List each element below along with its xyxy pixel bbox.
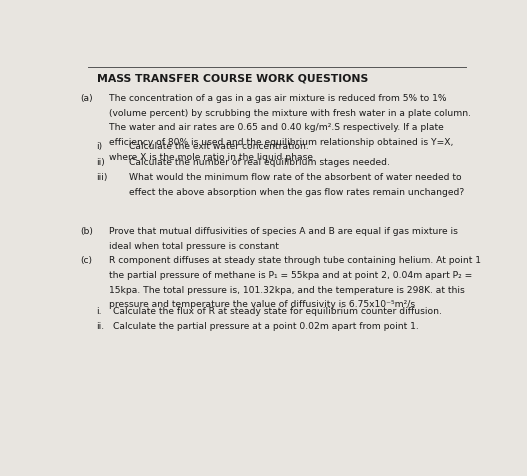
Text: Calculate the partial pressure at a point 0.02m apart from point 1.: Calculate the partial pressure at a poin… [113, 322, 418, 331]
Text: Calculate the exit water concentration.: Calculate the exit water concentration. [129, 142, 309, 151]
Text: R component diffuses at steady state through tube containing helium. At point 1: R component diffuses at steady state thr… [109, 256, 481, 265]
Text: What would the minimum flow rate of the absorbent of water needed to: What would the minimum flow rate of the … [129, 173, 462, 182]
Text: i.: i. [96, 307, 102, 315]
Text: Prove that mutual diffusivities of species A and B are equal if gas mixture is: Prove that mutual diffusivities of speci… [109, 227, 457, 236]
Text: efficiency of 80% is used and the equilibrium relationship obtained is Y=X,: efficiency of 80% is used and the equili… [109, 138, 453, 147]
Text: (b): (b) [80, 227, 93, 236]
Text: (c): (c) [80, 256, 92, 265]
Text: ii.: ii. [96, 322, 105, 331]
Text: Calculate the number of real equilibrium stages needed.: Calculate the number of real equilibrium… [129, 158, 390, 167]
Text: The concentration of a gas in a gas air mixture is reduced from 5% to 1%: The concentration of a gas in a gas air … [109, 94, 446, 103]
Text: iii): iii) [96, 173, 108, 182]
Text: (a): (a) [80, 94, 93, 103]
Text: the partial pressure of methane is P₁ = 55kpa and at point 2, 0.04m apart P₂ =: the partial pressure of methane is P₁ = … [109, 270, 472, 279]
Text: (volume percent) by scrubbing the mixture with fresh water in a plate column.: (volume percent) by scrubbing the mixtur… [109, 109, 471, 118]
Text: Calculate the flux of R at steady state for equilibrium counter diffusion.: Calculate the flux of R at steady state … [113, 307, 442, 315]
Text: where X is the mole ratio in the liquid phase: where X is the mole ratio in the liquid … [109, 152, 313, 161]
Text: ideal when total pressure is constant: ideal when total pressure is constant [109, 241, 279, 250]
Text: pressure and temperature the value of diffusivity is 6.75x10⁻⁵m²/s: pressure and temperature the value of di… [109, 300, 415, 309]
Text: MASS TRANSFER COURSE WORK QUESTIONS: MASS TRANSFER COURSE WORK QUESTIONS [96, 73, 368, 83]
Text: i): i) [96, 142, 103, 151]
Text: The water and air rates are 0.65 and 0.40 kg/m².S respectively. If a plate: The water and air rates are 0.65 and 0.4… [109, 123, 444, 132]
Text: 15kpa. The total pressure is, 101.32kpa, and the temperature is 298K. at this: 15kpa. The total pressure is, 101.32kpa,… [109, 285, 464, 294]
Text: effect the above absorption when the gas flow rates remain unchanged?: effect the above absorption when the gas… [129, 188, 464, 197]
Text: ii): ii) [96, 158, 105, 167]
